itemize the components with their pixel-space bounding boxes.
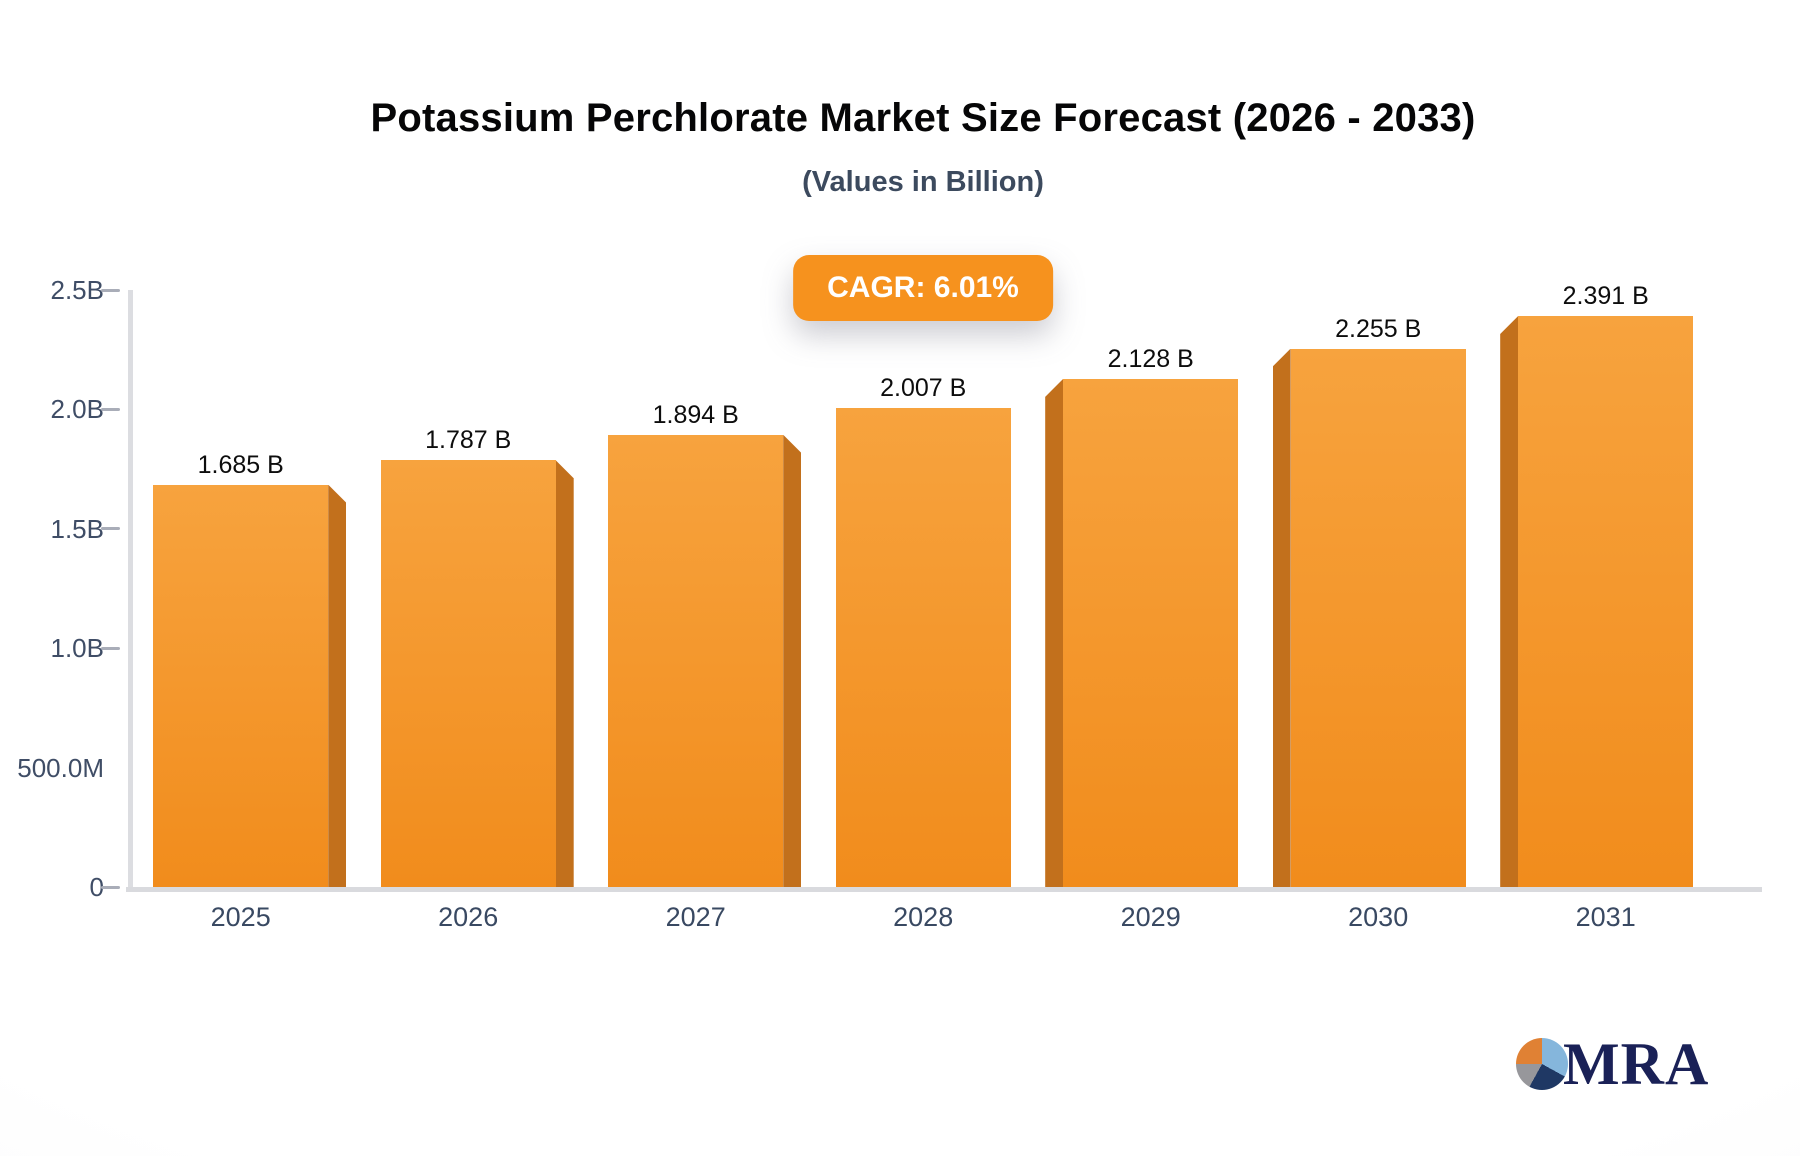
y-tick-label: 1.0B	[50, 633, 105, 664]
bar-2031	[1518, 316, 1694, 887]
y-tick-label: 1.5B	[50, 513, 105, 544]
bar-value-label: 1.787 B	[425, 426, 512, 455]
y-tick-dash	[101, 288, 120, 292]
y-tick-label: 500.0M	[17, 752, 104, 783]
bar-value-label: 1.894 B	[652, 400, 739, 429]
bar-3d-side	[555, 460, 574, 887]
bar-value-label: 2.255 B	[1335, 314, 1422, 343]
bar-2030	[1290, 348, 1466, 887]
x-axis-label: 2029	[1120, 902, 1181, 932]
bar-value-label: 2.128 B	[1107, 344, 1194, 373]
y-tick-dash	[101, 527, 120, 531]
bar-value-label: 1.685 B	[197, 450, 284, 479]
chart-subtitle: (Values in Billion)	[802, 166, 1044, 198]
chart-title: Potassium Perchlorate Market Size Foreca…	[370, 96, 1476, 140]
bar-2026	[380, 460, 556, 887]
bar-value-label: 2.007 B	[880, 373, 967, 402]
y-tick-dash	[101, 407, 120, 411]
y-tick-dash	[101, 885, 120, 889]
y-axis-line	[128, 290, 133, 891]
bar-value-label: 2.391 B	[1562, 282, 1649, 311]
x-axis-baseline	[126, 887, 1762, 892]
bar-2027	[608, 434, 784, 887]
x-axis-label: 2031	[1575, 902, 1636, 932]
x-axis-label: 2028	[893, 902, 954, 932]
pie-icon	[1516, 1038, 1568, 1090]
cagr-badge: CAGR: 6.01%	[793, 255, 1053, 321]
x-axis-label: 2027	[665, 902, 726, 932]
bar-3d-side	[1500, 316, 1519, 887]
logo-text: MRA	[1563, 1031, 1710, 1097]
bar-3d-side	[1272, 348, 1291, 887]
mra-logo: MRA	[1516, 1031, 1710, 1097]
bar-3d-side	[1045, 378, 1064, 887]
bar-3d-side	[328, 484, 347, 887]
x-axis-label: 2025	[210, 902, 271, 932]
x-axis-label: 2026	[438, 902, 499, 932]
y-tick-label: 2.5B	[50, 275, 105, 305]
bar-3d-side	[783, 434, 802, 887]
bar-2029	[1063, 378, 1239, 887]
y-tick-label: 0	[89, 872, 104, 902]
bar-2025	[153, 484, 329, 887]
y-tick-label: 2.0B	[50, 394, 105, 425]
bar-2028	[835, 407, 1011, 887]
y-tick-dash	[101, 646, 120, 650]
x-axis-label: 2030	[1348, 902, 1409, 932]
